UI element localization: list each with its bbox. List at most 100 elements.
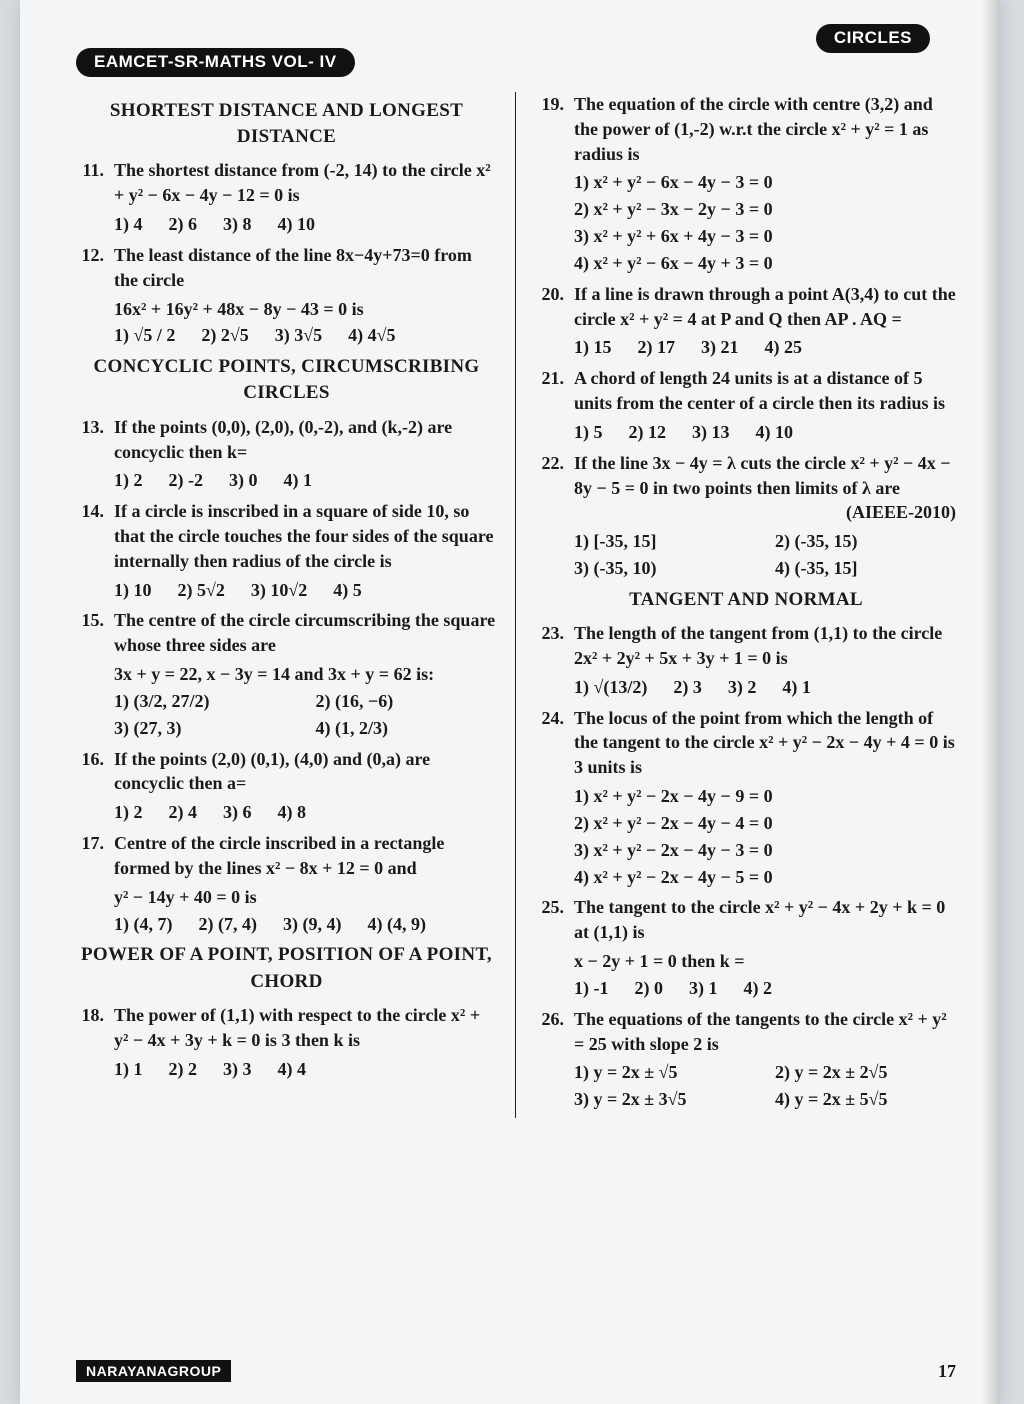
option: 1) 1 xyxy=(114,1057,143,1082)
q19-options: 1) x² + y² − 6x − 4y − 3 = 0 2) x² + y² … xyxy=(574,170,956,275)
q24-options: 1) x² + y² − 2x − 4y − 9 = 0 2) x² + y² … xyxy=(574,784,956,889)
question-24: 24. The locus of the point from which th… xyxy=(536,706,956,780)
option: 2) 3 xyxy=(673,675,702,700)
section-power: POWER OF A POINT, POSITION OF A POINT, C… xyxy=(76,942,497,994)
q-tag: (AIEEE-2010) xyxy=(846,500,956,525)
option: 4) 5 xyxy=(333,578,362,603)
option: 4) 8 xyxy=(278,800,307,825)
option: 1) x² + y² − 6x − 4y − 3 = 0 xyxy=(574,170,956,195)
q26-options: 1) y = 2x ± √5 2) y = 2x ± 2√5 3) y = 2x… xyxy=(574,1060,956,1112)
question-21: 21. A chord of length 24 units is at a d… xyxy=(536,366,956,416)
option: 3) 13 xyxy=(692,420,730,445)
option: 3) (-35, 10) xyxy=(574,556,755,581)
option: 2) (-35, 15) xyxy=(775,529,956,554)
q-number: 16. xyxy=(76,747,104,797)
option: 1) (4, 7) xyxy=(114,912,172,937)
option: 3) 1 xyxy=(689,976,718,1001)
option: 4) 25 xyxy=(765,335,803,360)
q-text: If a circle is inscribed in a square of … xyxy=(114,499,497,573)
question-18: 18. The power of (1,1) with respect to t… xyxy=(76,1003,497,1053)
q-text: Centre of the circle inscribed in a rect… xyxy=(114,831,497,881)
q-number: 14. xyxy=(76,499,104,573)
option: 4) 10 xyxy=(756,420,794,445)
option: 3) 10√2 xyxy=(251,578,307,603)
q21-options: 1) 5 2) 12 3) 13 4) 10 xyxy=(574,420,956,445)
option: 3) (9, 4) xyxy=(283,912,341,937)
option: 2) (16, −6) xyxy=(316,689,498,714)
option: 2) x² + y² − 2x − 4y − 4 = 0 xyxy=(574,811,956,836)
option: 2) y = 2x ± 2√5 xyxy=(775,1060,956,1085)
section-concyclic: CONCYCLIC POINTS, CIRCUMSCRIBING CIRCLES xyxy=(76,354,497,406)
option: 3) 3√5 xyxy=(275,323,322,348)
option: 2) -2 xyxy=(169,468,204,493)
footer: NARAYANAGROUP 17 xyxy=(76,1360,956,1382)
page-edge-shadow xyxy=(982,0,1000,1404)
content-columns: SHORTEST DISTANCE AND LONGEST DISTANCE 1… xyxy=(76,92,956,1118)
question-19: 19. The equation of the circle with cent… xyxy=(536,92,956,166)
option: 4) 4 xyxy=(278,1057,307,1082)
option: 4) (-35, 15] xyxy=(775,556,956,581)
option: 1) (3/2, 27/2) xyxy=(114,689,296,714)
q18-options: 1) 1 2) 2 3) 3 4) 4 xyxy=(114,1057,497,1082)
option: 4) 2 xyxy=(744,976,773,1001)
option: 1) 2 xyxy=(114,468,143,493)
question-11: 11. The shortest distance from (-2, 14) … xyxy=(76,158,497,208)
option: 3) 2 xyxy=(728,675,757,700)
publisher-badge: NARAYANAGROUP xyxy=(76,1360,231,1382)
q-text: If the line 3x − 4y = λ cuts the circle … xyxy=(574,451,956,525)
option: 2) x² + y² − 3x − 2y − 3 = 0 xyxy=(574,197,956,222)
option: 2) 4 xyxy=(169,800,198,825)
q13-options: 1) 2 2) -2 3) 0 4) 1 xyxy=(114,468,497,493)
option: 1) [-35, 15] xyxy=(574,529,755,554)
section-shortest: SHORTEST DISTANCE AND LONGEST DISTANCE xyxy=(76,98,497,150)
q-number: 17. xyxy=(76,831,104,881)
question-17: 17. Centre of the circle inscribed in a … xyxy=(76,831,497,881)
volume-pill: EAMCET-SR-MATHS VOL- IV xyxy=(76,48,355,77)
question-13: 13. If the points (0,0), (2,0), (0,-2), … xyxy=(76,415,497,465)
option: 4) (1, 2/3) xyxy=(316,716,498,741)
q-text: The length of the tangent from (1,1) to … xyxy=(574,621,956,671)
option: 2) 0 xyxy=(635,976,664,1001)
question-15: 15. The centre of the circle circumscrib… xyxy=(76,608,497,658)
option: 3) y = 2x ± 3√5 xyxy=(574,1087,755,1112)
q25-options: 1) -1 2) 0 3) 1 4) 2 xyxy=(574,976,956,1001)
option: 1) √(13/2) xyxy=(574,675,647,700)
q-text: If a line is drawn through a point A(3,4… xyxy=(574,282,956,332)
option: 4) 4√5 xyxy=(348,323,395,348)
option: 1) y = 2x ± √5 xyxy=(574,1060,755,1085)
q-number: 20. xyxy=(536,282,564,332)
right-column: 19. The equation of the circle with cent… xyxy=(516,92,956,1118)
q-text: The power of (1,1) with respect to the c… xyxy=(114,1003,497,1053)
q25-cont: x − 2y + 1 = 0 then k = xyxy=(574,949,956,974)
q23-options: 1) √(13/2) 2) 3 3) 2 4) 1 xyxy=(574,675,956,700)
q17-cont: y² − 14y + 40 = 0 is xyxy=(114,885,497,910)
q-number: 26. xyxy=(536,1007,564,1057)
q11-options: 1) 4 2) 6 3) 8 4) 10 xyxy=(114,212,497,237)
option: 4) 1 xyxy=(284,468,313,493)
q12-cont: 16x² + 16y² + 48x − 8y − 43 = 0 is xyxy=(114,297,497,322)
option: 4) 10 xyxy=(278,212,316,237)
q-number: 19. xyxy=(536,92,564,166)
q-text: The locus of the point from which the le… xyxy=(574,706,956,780)
option: 3) 6 xyxy=(223,800,252,825)
q15-options: 1) (3/2, 27/2) 2) (16, −6) 3) (27, 3) 4)… xyxy=(114,689,497,741)
option: 3) (27, 3) xyxy=(114,716,296,741)
q-number: 12. xyxy=(76,243,104,293)
question-20: 20. If a line is drawn through a point A… xyxy=(536,282,956,332)
option: 2) 2√5 xyxy=(201,323,248,348)
option: 1) 10 xyxy=(114,578,152,603)
q-text: If the points (2,0) (0,1), (4,0) and (0,… xyxy=(114,747,497,797)
question-25: 25. The tangent to the circle x² + y² − … xyxy=(536,895,956,945)
option: 3) 0 xyxy=(229,468,258,493)
q-number: 18. xyxy=(76,1003,104,1053)
question-14: 14. If a circle is inscribed in a square… xyxy=(76,499,497,573)
option: 2) 6 xyxy=(169,212,198,237)
option: 4) 1 xyxy=(782,675,811,700)
q-text: A chord of length 24 units is at a dista… xyxy=(574,366,956,416)
q14-options: 1) 10 2) 5√2 3) 10√2 4) 5 xyxy=(114,578,497,603)
question-16: 16. If the points (2,0) (0,1), (4,0) and… xyxy=(76,747,497,797)
header: EAMCET-SR-MATHS VOL- IV CIRCLES xyxy=(76,30,956,88)
option: 3) 21 xyxy=(701,335,739,360)
q-text: The centre of the circle circumscribing … xyxy=(114,608,497,658)
option: 4) (4, 9) xyxy=(367,912,425,937)
